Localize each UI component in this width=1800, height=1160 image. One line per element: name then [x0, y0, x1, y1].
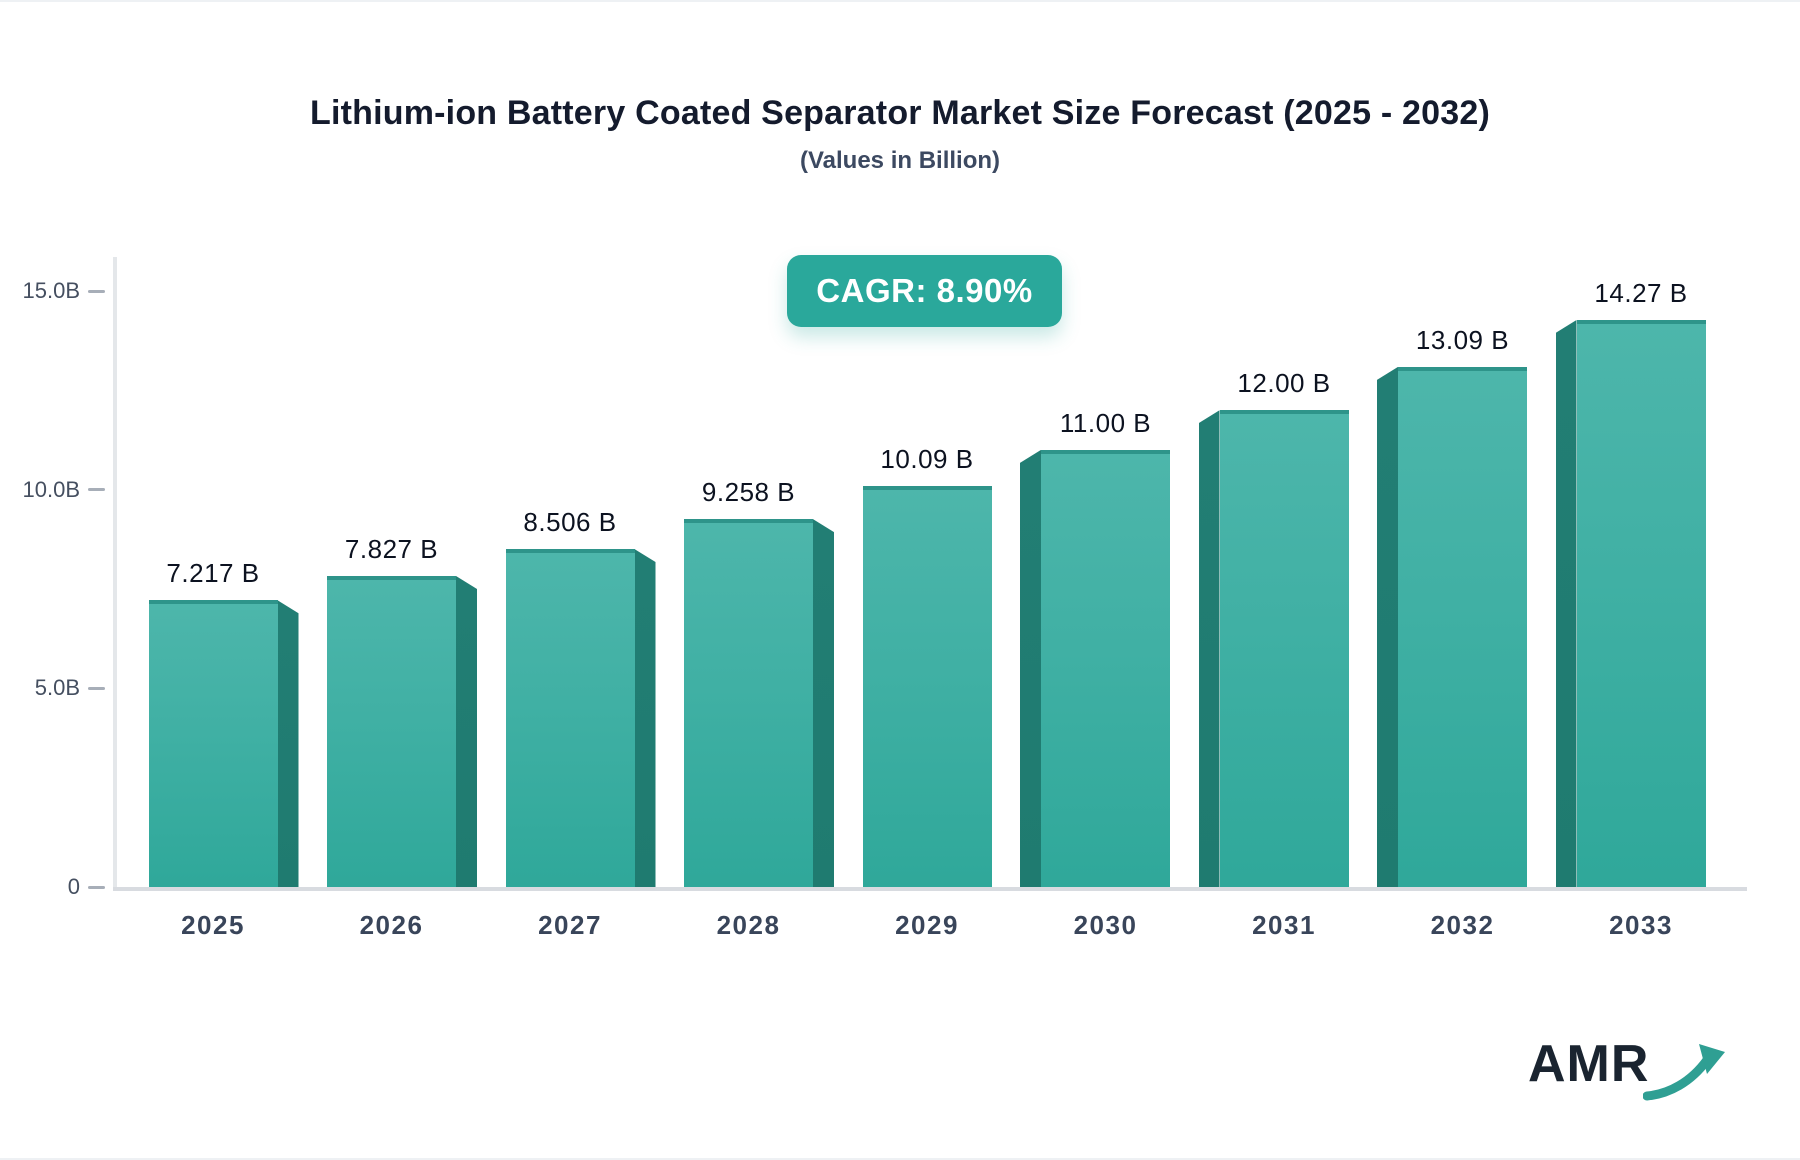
bar-2026: [327, 576, 456, 887]
bar-2033: [1576, 320, 1706, 887]
x-tick-2026: 2026: [359, 910, 424, 940]
bar-2029: [862, 486, 992, 887]
bar-side-2030: [1020, 449, 1041, 887]
bar-side-2026: [456, 576, 477, 887]
x-tick-2033: 2033: [1609, 910, 1673, 940]
bar-value-2030: 11.00 B: [1059, 407, 1152, 438]
x-tick-2027: 2027: [538, 910, 602, 940]
y-tick-label-10.0B: 10.0B: [22, 476, 81, 502]
bar-value-2025: 7.217 B: [166, 558, 260, 589]
y-tick-label-0: 0: [67, 874, 80, 899]
x-tick-2031: 2031: [1252, 910, 1316, 940]
y-tick-5.0B: [88, 686, 105, 690]
bar-2030: [1041, 449, 1170, 887]
bar-side-2033: [1555, 320, 1577, 887]
y-tick-0: [88, 885, 105, 889]
bar-value-2028: 9.258 B: [701, 477, 796, 508]
amr-logo: AMR: [1528, 1038, 1727, 1104]
bar-value-2027: 8.506 B: [523, 507, 617, 538]
chart-header: Lithium-ion Battery Coated Separator Mar…: [0, 94, 1800, 175]
x-tick-2029: 2029: [895, 910, 959, 940]
y-tick-label-15.0B: 15.0B: [22, 278, 81, 303]
x-axis-line: [113, 887, 1747, 891]
bar-side-2031: [1198, 410, 1220, 887]
y-tick-10.0B: [88, 488, 105, 492]
bar-value-2031: 12.00 B: [1237, 368, 1331, 399]
y-axis-line: [113, 257, 117, 891]
bar-2025: [148, 600, 278, 887]
growth-arrow-icon: [1643, 1044, 1726, 1101]
y-tick-label-5.0B: 5.0B: [34, 675, 80, 701]
chart-title: Lithium-ion Battery Coated Separator Mar…: [310, 94, 1490, 132]
chart-subtitle: (Values in Billion): [799, 147, 1001, 174]
bar-value-2032: 13.09 B: [1415, 324, 1510, 355]
bar-2032: [1398, 366, 1527, 887]
y-tick-15.0B: [88, 289, 105, 293]
bar-value-2029: 10.09 B: [880, 444, 974, 475]
x-tick-2032: 2032: [1430, 910, 1495, 940]
x-tick-2028: 2028: [716, 910, 781, 940]
bar-side-2025: [277, 600, 299, 887]
bar-value-2026: 7.827 B: [344, 534, 439, 564]
bar-2027: [505, 549, 635, 887]
bar-side-2032: [1377, 366, 1398, 887]
bar-2028: [684, 519, 813, 887]
bar-2031: [1219, 410, 1349, 887]
cagr-badge: CAGR: 8.90%: [787, 255, 1062, 327]
bar-value-2033: 14.27 B: [1594, 278, 1688, 308]
x-tick-2025: 2025: [181, 910, 245, 940]
x-tick-2030: 2030: [1073, 910, 1138, 940]
bar-side-2027: [634, 549, 656, 887]
bar-side-2028: [813, 519, 834, 887]
amr-logo-text: AMR: [1528, 1035, 1650, 1093]
